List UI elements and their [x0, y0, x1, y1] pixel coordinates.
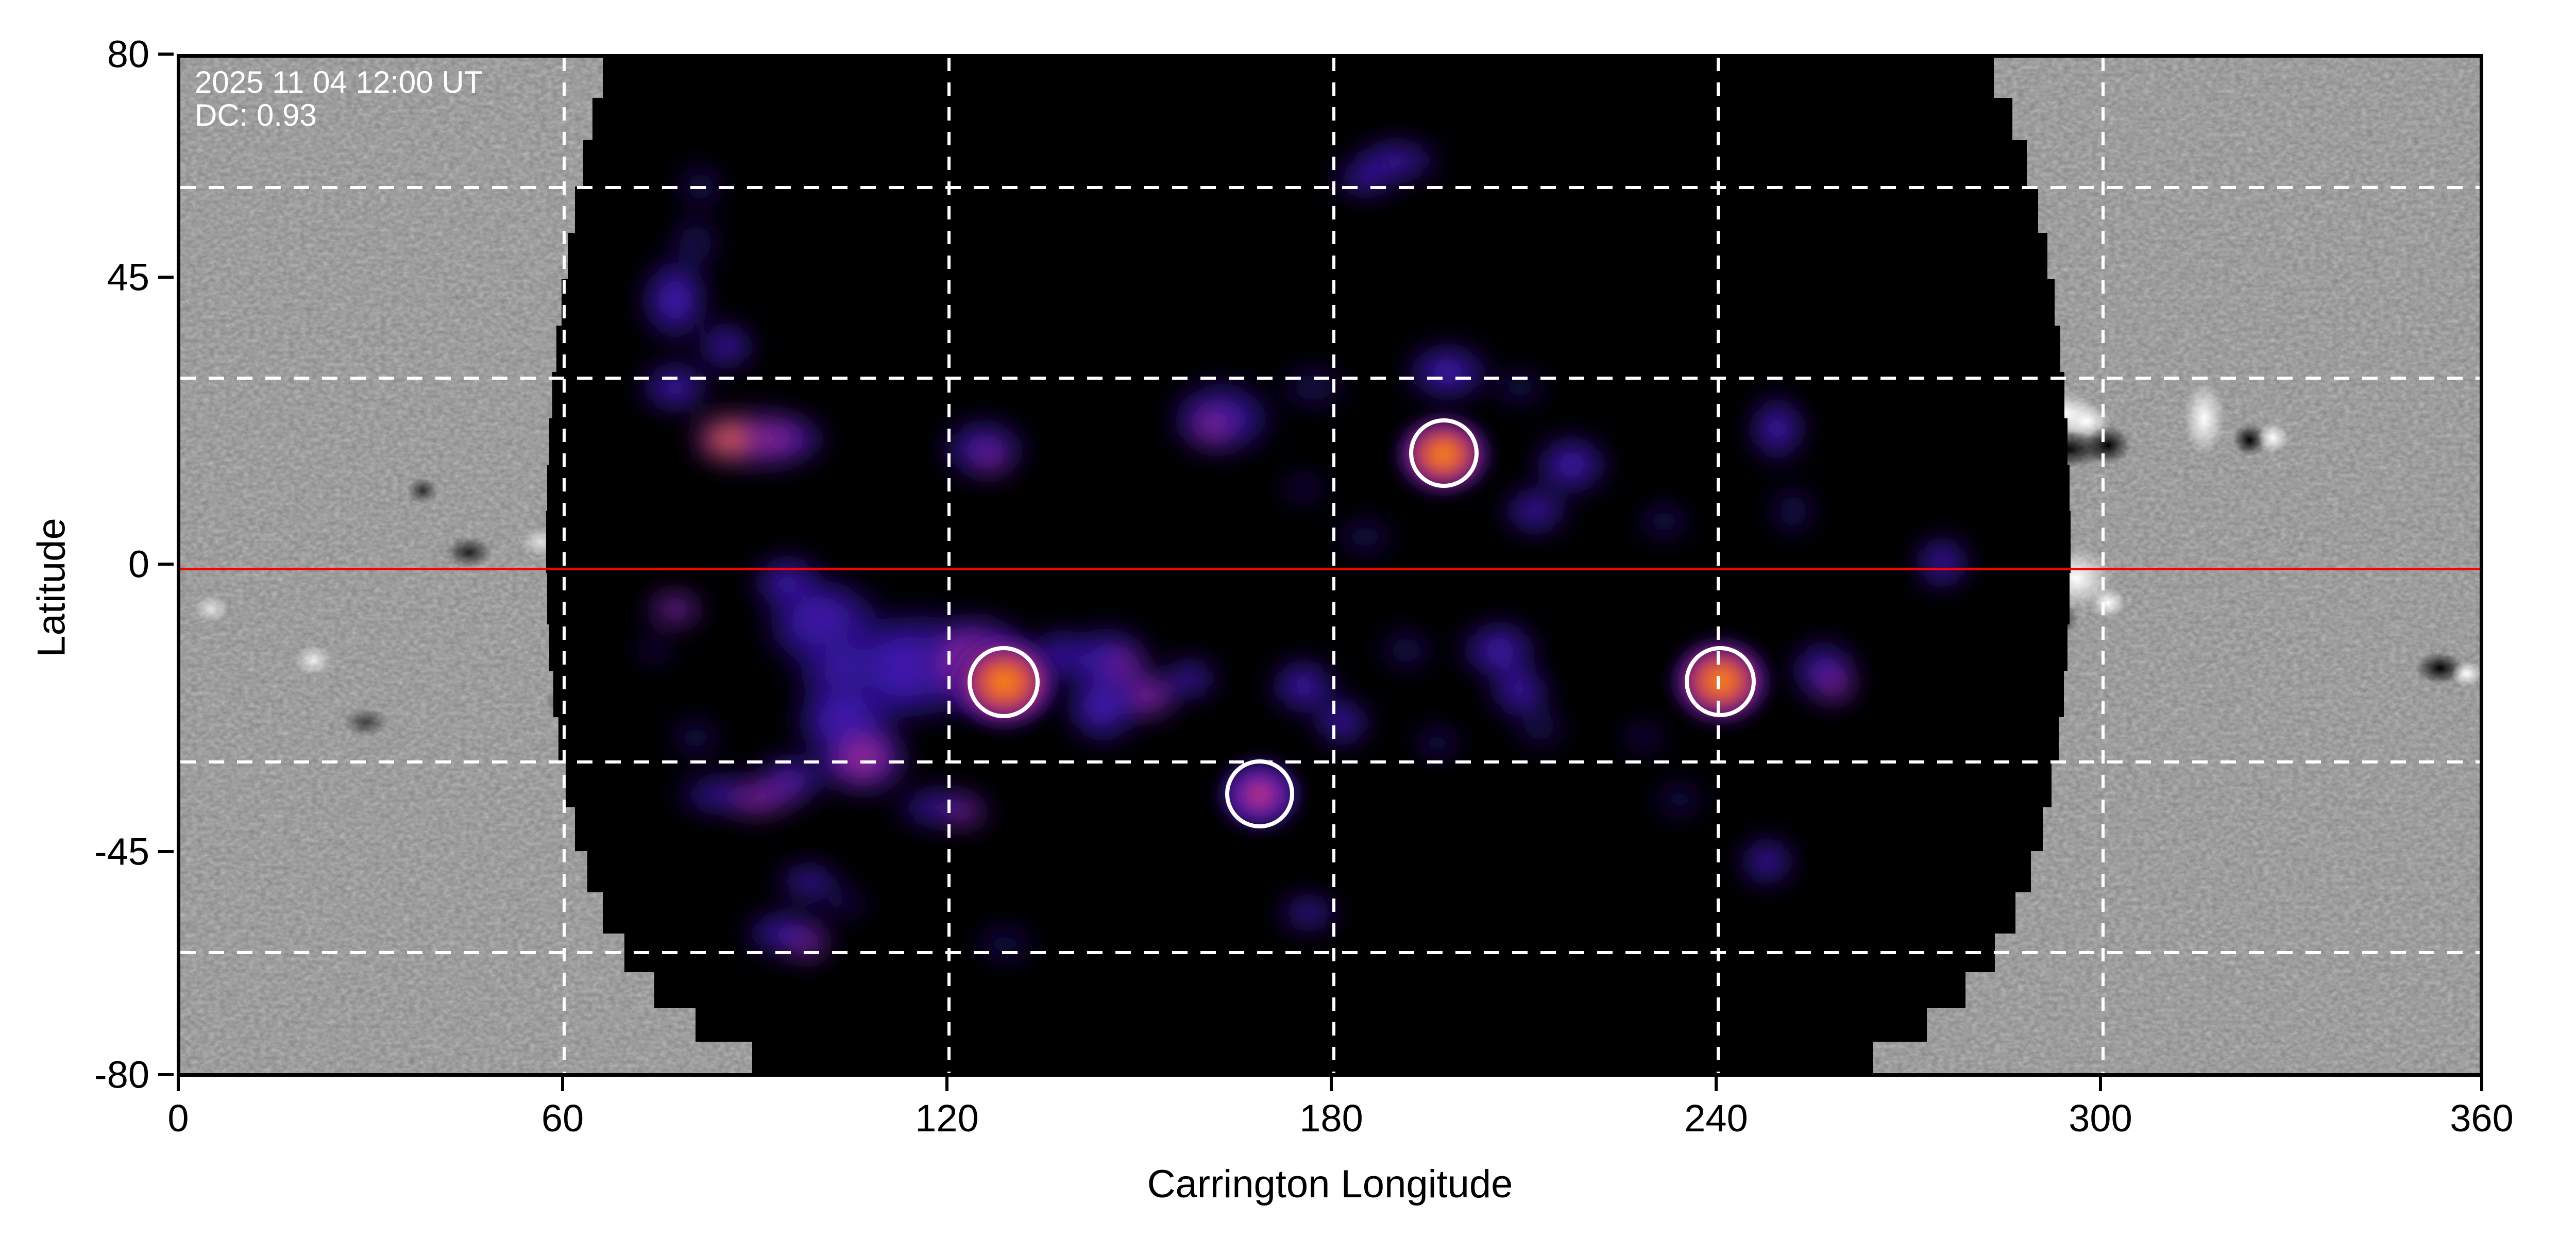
- xtick-240: [1715, 1077, 1718, 1091]
- ytick-0: [158, 563, 174, 566]
- xtick-0: [177, 1077, 180, 1091]
- farside-map-svg: [546, 58, 2071, 1073]
- active-region-marker[interactable]: [968, 646, 1040, 718]
- xtick-360: [2480, 1077, 2483, 1091]
- plot-clip: NISP NSO INTEGRATED SYNOPTIC PROGRAM 202…: [180, 58, 2480, 1073]
- gridline-latitude-minus60: [180, 951, 2480, 954]
- xtick-label-120: 120: [915, 1097, 979, 1140]
- xtick-120: [945, 1077, 948, 1091]
- x-axis-label: Carrington Longitude: [1147, 1162, 1513, 1206]
- ytick-label-m45: -45: [94, 830, 149, 873]
- active-region-marker[interactable]: [1409, 418, 1479, 488]
- ytick-m80: [158, 1073, 174, 1076]
- ytick-label-80: 80: [107, 32, 149, 76]
- xtick-label-240: 240: [1684, 1097, 1748, 1140]
- xtick-300: [2099, 1077, 2102, 1091]
- xtick-label-360: 360: [2450, 1097, 2514, 1140]
- gridline-latitude-30: [180, 377, 2480, 380]
- farside-phase-shift-map: [180, 58, 2480, 1073]
- active-region-marker[interactable]: [1685, 646, 1756, 717]
- main-plot-area[interactable]: NISP NSO INTEGRATED SYNOPTIC PROGRAM 202…: [177, 54, 2483, 1077]
- gridline-latitude-60: [180, 186, 2480, 189]
- farside-diffuse-features: [632, 140, 1972, 962]
- equator-line: [180, 568, 2480, 570]
- gridline-longitude-300: [2102, 58, 2105, 1073]
- timestamp-annotation: 2025 11 04 12:00 UT DC: 0.93: [195, 65, 483, 132]
- ytick-45: [158, 276, 174, 279]
- xtick-label-60: 60: [541, 1097, 584, 1140]
- xtick-60: [561, 1077, 564, 1091]
- ytick-80: [158, 53, 174, 56]
- xtick-180: [1330, 1077, 1333, 1091]
- ytick-label-45: 45: [107, 256, 149, 299]
- ytick-label-0: 0: [128, 542, 149, 586]
- ytick-m45: [158, 850, 174, 853]
- y-axis-label: Latitude: [29, 518, 74, 657]
- xtick-label-180: 180: [1299, 1097, 1363, 1140]
- gridline-longitude-240: [1717, 58, 1720, 1073]
- active-region-marker[interactable]: [1225, 759, 1294, 828]
- gridline-longitude-60: [563, 58, 566, 1073]
- gridline-longitude-120: [947, 58, 951, 1073]
- xtick-label-300: 300: [2069, 1097, 2132, 1140]
- gridline-longitude-180: [1332, 58, 1335, 1073]
- gridline-latitude-minus30: [180, 760, 2480, 764]
- ytick-label-m80: -80: [94, 1053, 149, 1096]
- xtick-label-0: 0: [167, 1097, 189, 1140]
- frontside-ar-cluster-far-east: [2415, 652, 2480, 686]
